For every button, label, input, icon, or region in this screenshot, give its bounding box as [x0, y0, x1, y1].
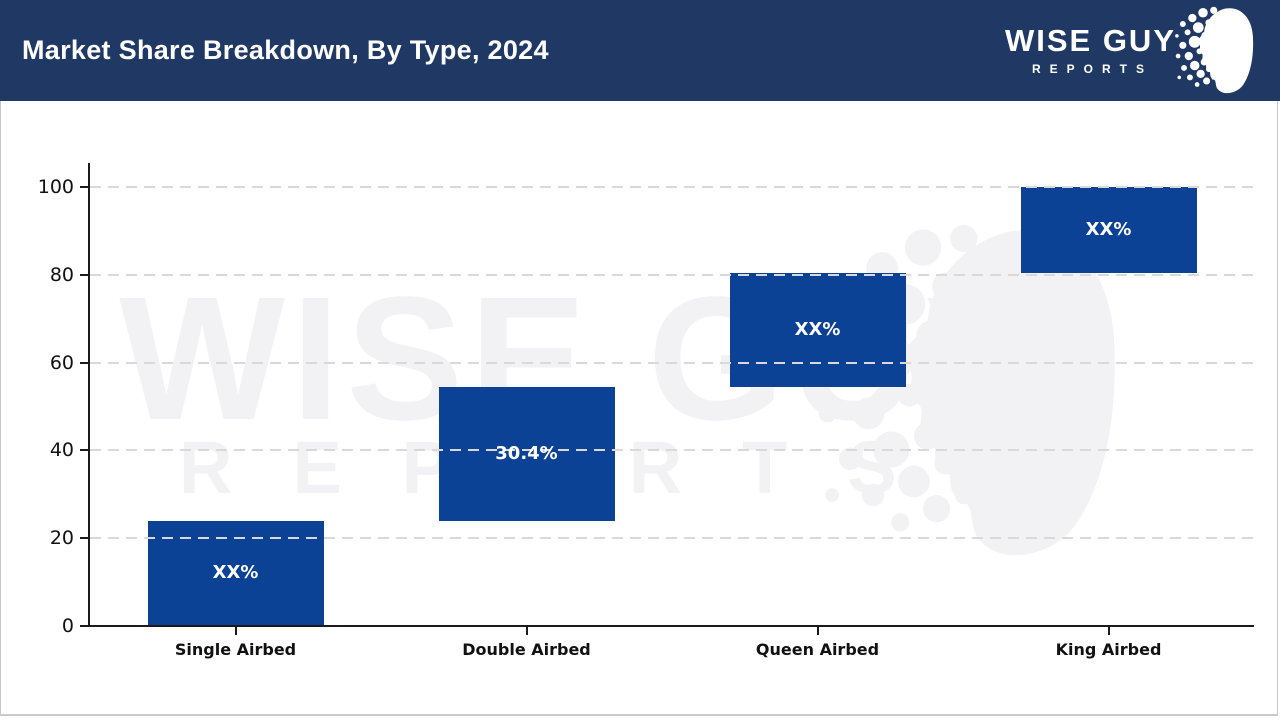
logo-wordmark: WISE GUY	[1004, 23, 1176, 58]
y-tick-label: 40	[49, 439, 74, 462]
x-tick-label: King Airbed	[1055, 640, 1162, 659]
wise-guy-head-icon	[1162, 5, 1266, 97]
gridline-y-80	[90, 273, 1254, 276]
y-tick-label: 100	[37, 176, 74, 198]
y-tick-mark	[80, 537, 88, 540]
bar-value-label: 30.4%	[495, 442, 558, 464]
x-tick-mark	[816, 627, 819, 635]
x-tick-mark	[525, 627, 528, 635]
y-tick-label: 0	[61, 615, 74, 637]
gridline-y-20	[90, 537, 1254, 540]
y-tick-mark	[80, 625, 88, 627]
bar-2	[729, 272, 906, 388]
x-tick-mark	[234, 627, 237, 635]
bar-3	[1020, 187, 1197, 273]
bar-value-label: XX%	[794, 318, 841, 340]
y-tick-label: 60	[49, 351, 74, 374]
y-tick-label: 20	[49, 527, 74, 550]
x-tick-label: Double Airbed	[462, 640, 591, 659]
y-tick-mark	[80, 449, 88, 452]
x-tick-label: Single Airbed	[174, 640, 297, 659]
gridline-y-40	[90, 449, 1254, 452]
wise-guy-logo: WISE GUY REPORTS	[1005, 0, 1266, 101]
y-tick-mark	[80, 186, 88, 188]
gridline-y-100	[90, 186, 1254, 188]
gridline-y-60	[90, 361, 1254, 364]
x-axis-spine	[88, 625, 1254, 627]
y-tick-mark	[80, 361, 88, 364]
bar-value-label: XX%	[212, 562, 259, 584]
bar-1	[438, 387, 615, 521]
bar-value-label: XX%	[1085, 218, 1132, 240]
logo-subtext: REPORTS	[1031, 62, 1153, 76]
y-tick-label: 80	[49, 263, 74, 286]
page-title: Market Share Breakdown, By Type, 2024	[22, 35, 549, 65]
x-tick-mark	[1107, 627, 1110, 635]
x-tick-label: Queen Airbed	[755, 640, 880, 659]
y-axis-spine	[88, 163, 90, 627]
header: Market Share Breakdown, By Type, 2024 WI…	[0, 0, 1280, 101]
y-tick-mark	[80, 273, 88, 276]
logo-text: WISE GUY REPORTS	[1005, 25, 1176, 76]
